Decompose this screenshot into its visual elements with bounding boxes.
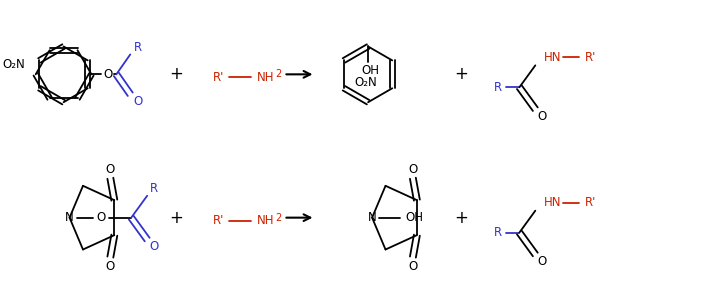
Text: O: O [106, 163, 115, 176]
Text: NH: NH [257, 214, 274, 227]
Text: R': R' [585, 51, 596, 64]
Text: R: R [134, 41, 142, 54]
Text: O: O [149, 240, 159, 253]
Text: O₂N: O₂N [2, 58, 25, 71]
Text: N: N [368, 211, 376, 224]
Text: O: O [538, 110, 547, 123]
Text: O: O [106, 260, 115, 273]
Text: O: O [538, 255, 547, 268]
Text: +: + [169, 209, 183, 227]
Text: N: N [65, 211, 74, 224]
Text: +: + [455, 65, 469, 83]
Text: O₂N: O₂N [355, 76, 377, 89]
Text: R': R' [213, 214, 224, 227]
Text: O: O [97, 211, 106, 224]
Text: O: O [408, 163, 417, 176]
Text: O: O [133, 95, 143, 108]
Text: OH: OH [405, 211, 423, 224]
Text: O: O [408, 260, 417, 273]
Text: OH: OH [361, 64, 379, 77]
Text: 2: 2 [276, 69, 282, 79]
Text: HN: HN [544, 51, 562, 64]
Text: O: O [104, 68, 113, 81]
Text: +: + [169, 65, 183, 83]
Text: R: R [493, 81, 501, 94]
Text: +: + [455, 209, 469, 227]
Text: R': R' [585, 196, 596, 209]
Text: 2: 2 [276, 213, 282, 223]
Text: R': R' [213, 71, 224, 84]
Text: NH: NH [257, 71, 274, 84]
Text: R: R [493, 226, 501, 239]
Text: R: R [150, 182, 158, 195]
Text: HN: HN [544, 196, 562, 209]
